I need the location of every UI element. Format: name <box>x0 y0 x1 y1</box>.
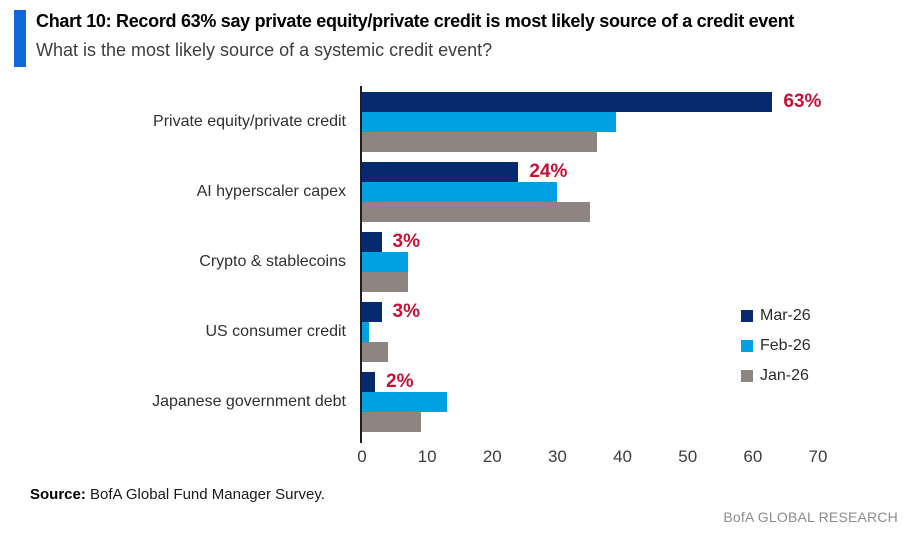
bar-jan-26 <box>362 412 421 432</box>
y-axis-line <box>360 86 362 443</box>
legend-label: Jan-26 <box>760 367 809 384</box>
legend-label: Mar-26 <box>760 307 811 324</box>
chart-subtitle: What is the most likely source of a syst… <box>36 40 493 60</box>
bar-group: 24% <box>362 161 818 222</box>
legend-item: Mar-26 <box>741 301 811 331</box>
value-label: 63% <box>783 91 822 112</box>
chart-title: Chart 10: Record 63% say private equity/… <box>36 11 795 31</box>
bar-mar-26 <box>362 92 773 112</box>
category-label: Japanese government debt <box>152 393 346 410</box>
bar-mar-26 <box>362 232 382 252</box>
x-tick-label: 50 <box>678 447 698 466</box>
x-tick-label: 40 <box>613 447 633 466</box>
category-label: Crypto & stablecoins <box>199 253 346 270</box>
value-label: 3% <box>392 231 420 252</box>
bar-feb-26 <box>362 182 558 202</box>
bar-mar-26 <box>362 162 519 182</box>
value-label: 3% <box>392 301 420 322</box>
x-tick-label: 60 <box>743 447 763 466</box>
bar-jan-26 <box>362 202 590 222</box>
bar-feb-26 <box>362 392 447 412</box>
bar-mar-26 <box>362 302 382 322</box>
bar-jan-26 <box>362 132 597 152</box>
bar-feb-26 <box>362 252 408 272</box>
value-label: 2% <box>386 371 414 392</box>
source-label: Source: <box>30 486 86 503</box>
bar-group: 63% <box>362 91 822 152</box>
bar-chart: Private equity/private credit AI hypersca… <box>0 0 827 480</box>
category-label: Private equity/private credit <box>153 113 346 130</box>
legend-item: Feb-26 <box>741 331 811 361</box>
bar-group: 3% <box>362 301 818 362</box>
x-tick-label: 70 <box>808 447 828 466</box>
bar-group: 2% <box>362 371 818 432</box>
x-axis-labels: 0 10 20 30 40 50 60 70 <box>357 447 827 469</box>
x-tick-label: 30 <box>547 447 567 466</box>
legend: Mar-26 Feb-26 Jan-26 <box>741 301 811 391</box>
source-note: Source: BofA Global Fund Manager Survey. <box>30 486 325 503</box>
legend-swatch-mar-26 <box>741 310 753 322</box>
category-labels: Private equity/private credit AI hypersca… <box>0 0 350 480</box>
x-tick-label: 0 <box>357 447 367 466</box>
category-label: AI hyperscaler capex <box>196 183 346 200</box>
bar-jan-26 <box>362 272 408 292</box>
bar-feb-26 <box>362 112 617 132</box>
x-tick-label: 20 <box>482 447 502 466</box>
source-text: BofA Global Fund Manager Survey. <box>85 486 325 503</box>
bar-feb-26 <box>362 322 369 342</box>
plot-area: 63% 24% 3% 3% 2% <box>362 88 822 444</box>
title-accent-bar <box>14 10 26 67</box>
legend-label: Feb-26 <box>760 337 811 354</box>
legend-swatch-feb-26 <box>741 340 753 352</box>
legend-item: Jan-26 <box>741 361 811 391</box>
bar-jan-26 <box>362 342 389 362</box>
bar-group: 3% <box>362 231 818 292</box>
category-label: US consumer credit <box>205 323 347 340</box>
x-tick-label: 10 <box>417 447 437 466</box>
value-label: 24% <box>529 161 568 182</box>
brand-text: BofA GLOBAL RESEARCH <box>723 509 898 525</box>
legend-swatch-jan-26 <box>741 370 753 382</box>
bar-mar-26 <box>362 372 376 392</box>
